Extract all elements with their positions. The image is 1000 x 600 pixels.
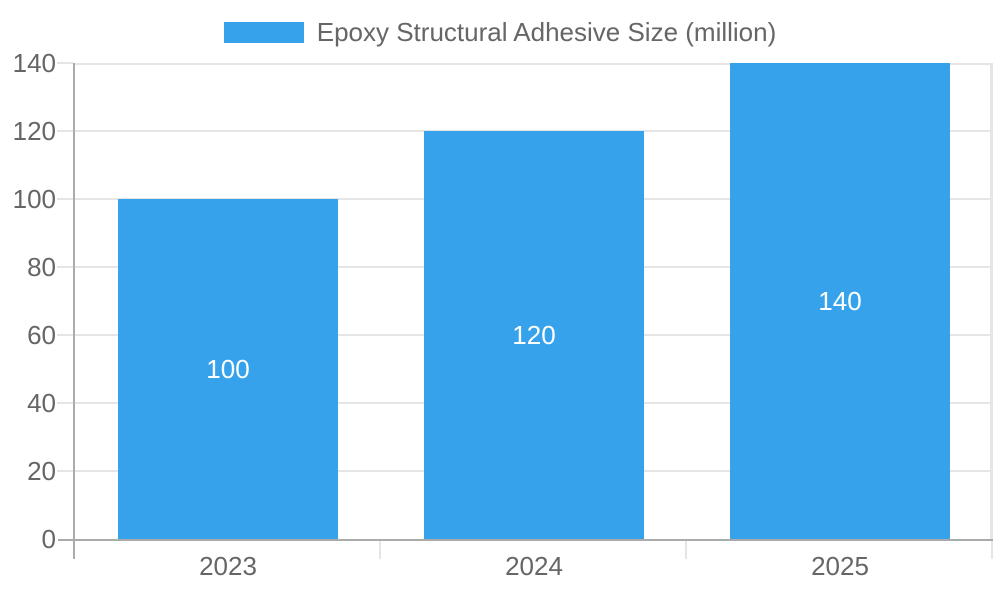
- legend-item[interactable]: Epoxy Structural Adhesive Size (million): [0, 17, 1000, 48]
- y-tick-80: [57, 266, 73, 268]
- y-tick-120: [57, 130, 73, 132]
- y-axis-label-140: 140: [12, 48, 56, 78]
- y-tick-60: [57, 334, 73, 336]
- bar-value-label: 100: [206, 353, 250, 384]
- x-tick-2: [685, 541, 687, 559]
- y-tick-20: [57, 470, 73, 472]
- y-tick-40: [57, 402, 73, 404]
- y-tick-0: [58, 539, 74, 541]
- x-tick-1: [379, 541, 381, 559]
- bar-value-label: 120: [512, 319, 556, 350]
- x-tick-3: [991, 541, 993, 559]
- y-axis-label-120: 120: [12, 116, 56, 146]
- y-tick-100: [57, 198, 73, 200]
- y-axis-label-40: 40: [27, 388, 56, 418]
- bar-2025[interactable]: 140: [730, 63, 950, 539]
- gridline-y-140: [75, 63, 993, 65]
- y-tick-140: [57, 62, 73, 64]
- x-axis-zero-extension: [73, 541, 75, 559]
- x-axis-label-2023: 2023: [199, 551, 257, 581]
- legend-label: Epoxy Structural Adhesive Size (million): [316, 17, 777, 47]
- y-axis-label-100: 100: [12, 184, 56, 214]
- plot-area: 100 120 140: [73, 63, 993, 541]
- bar-value-label: 140: [818, 285, 862, 316]
- x-axis-label-2024: 2024: [505, 551, 563, 581]
- bar-2023[interactable]: 100: [118, 199, 338, 539]
- y-axis-label-0: 0: [41, 524, 56, 554]
- x-axis-label-2025: 2025: [811, 551, 869, 581]
- plot-right-border: [990, 63, 993, 539]
- y-axis-label-80: 80: [27, 252, 56, 282]
- bar-2024[interactable]: 120: [424, 131, 644, 539]
- y-axis-label-60: 60: [27, 320, 56, 350]
- legend-swatch: [223, 22, 304, 43]
- y-axis-label-20: 20: [27, 456, 56, 486]
